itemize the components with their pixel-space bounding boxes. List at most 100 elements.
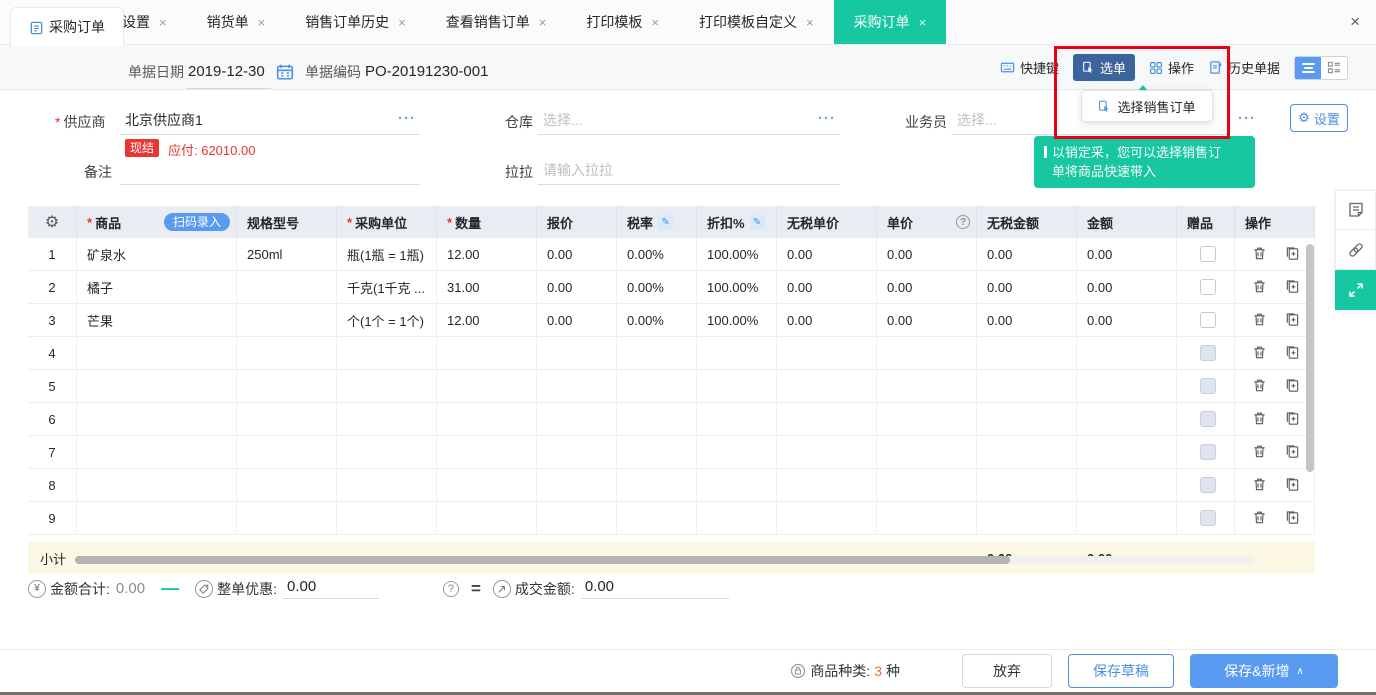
cell-amount[interactable] [1077,403,1177,435]
cell-tax[interactable]: 0.00% [617,271,697,303]
tab-close-icon[interactable]: × [398,14,406,30]
cell-amount[interactable] [1077,436,1177,468]
cell-qty[interactable] [437,469,537,501]
cell-notax_amt[interactable] [977,469,1077,501]
cell-qty[interactable] [437,403,537,435]
cell-unit[interactable] [337,436,437,468]
cell-quote[interactable]: 0.00 [537,238,617,270]
cell-discount[interactable] [697,337,777,369]
cell-qty[interactable] [437,337,537,369]
cancel-button[interactable]: 放弃 [962,654,1052,688]
gift-checkbox[interactable] [1199,444,1216,460]
gift-checkbox[interactable] [1199,477,1216,493]
cell-discount[interactable]: 100.00% [697,271,777,303]
tab-销售订单历史[interactable]: 销售订单历史 × [285,0,426,44]
gift-checkbox[interactable] [1199,510,1216,526]
cell-quote[interactable] [537,502,617,534]
cell-notax_price[interactable]: 0.00 [777,238,877,270]
tab-销货单[interactable]: 销货单 × [187,0,286,44]
help-circle-icon[interactable]: ? [442,580,459,597]
cell-tax[interactable]: 0.00% [617,304,697,336]
lala-field[interactable]: 请输入拉拉 [538,160,840,185]
deal-amount-input[interactable]: 0.00 [580,578,729,599]
cell-unit[interactable] [337,403,437,435]
note-field[interactable] [120,160,420,185]
cell-spec[interactable] [237,469,337,501]
delete-row-icon[interactable] [1252,279,1268,295]
horizontal-scrollbar[interactable] [75,556,1010,564]
copy-row-icon[interactable] [1285,312,1301,328]
warehouse-field[interactable]: 选择... [538,110,840,135]
gift-checkbox[interactable] [1199,345,1216,361]
cell-notax_amt[interactable] [977,370,1077,402]
copy-row-icon[interactable] [1285,246,1301,262]
cell-price[interactable]: 0.00 [877,238,977,270]
cell-quote[interactable] [537,436,617,468]
document-type-tab[interactable]: 采购订单 [10,7,124,46]
delete-row-icon[interactable] [1252,444,1268,460]
cell-notax_amt[interactable]: 0.00 [977,238,1077,270]
cell-spec[interactable] [237,436,337,468]
cell-amount[interactable]: 0.00 [1077,271,1177,303]
cell-unit[interactable] [337,469,437,501]
order-discount-input[interactable]: 0.00 [282,578,379,599]
cell-price[interactable] [877,403,977,435]
cell-amount[interactable] [1077,337,1177,369]
delete-row-icon[interactable] [1252,246,1268,262]
delete-row-icon[interactable] [1252,510,1268,526]
cell-price[interactable]: 0.00 [877,304,977,336]
date-value[interactable]: 2019-12-30 [186,58,271,89]
cell-product[interactable]: 芒果 [77,304,237,336]
delete-row-icon[interactable] [1252,411,1268,427]
gift-checkbox[interactable] [1199,312,1216,328]
select-sales-order-menu-item[interactable]: 选择销售订单 [1081,90,1213,122]
cell-product[interactable] [77,370,237,402]
salesman-more-icon[interactable]: ··· [1238,110,1256,127]
cell-unit[interactable]: 个(1个 = 1个) [337,304,437,336]
cell-price[interactable] [877,337,977,369]
cell-discount[interactable] [697,370,777,402]
calendar-icon[interactable] [276,63,294,86]
cell-amount[interactable]: 0.00 [1077,238,1177,270]
batch-edit-icon[interactable]: ✎ [749,214,765,230]
save-and-new-button[interactable]: 保存&新增 ∧ [1190,654,1338,688]
cell-unit[interactable] [337,502,437,534]
cell-amount[interactable] [1077,502,1177,534]
delete-row-icon[interactable] [1252,345,1268,361]
history-button[interactable]: 历史单据 [1208,58,1280,77]
gift-checkbox[interactable] [1199,246,1216,262]
tab-采购订单[interactable]: 采购订单 × [833,0,947,44]
cell-qty[interactable]: 12.00 [437,304,537,336]
cell-price[interactable] [877,370,977,402]
copy-row-icon[interactable] [1285,279,1301,295]
vertical-scrollbar[interactable] [1306,244,1314,472]
cell-product[interactable] [77,436,237,468]
cell-unit[interactable]: 瓶(1瓶 = 1瓶) [337,238,437,270]
cell-notax_amt[interactable] [977,436,1077,468]
settings-button[interactable]: ⚙ 设置 [1290,104,1348,132]
action-button[interactable]: 操作 [1149,58,1194,77]
cell-quote[interactable]: 0.00 [537,304,617,336]
tab-打印模板[interactable]: 打印模板 × [566,0,679,44]
supplier-more-icon[interactable]: ··· [398,110,416,127]
tab-close-icon[interactable]: × [257,14,266,30]
cell-product[interactable] [77,403,237,435]
tab-close-icon[interactable]: × [538,14,547,30]
cell-quote[interactable] [537,337,617,369]
cell-spec[interactable] [237,502,337,534]
copy-row-icon[interactable] [1285,510,1301,526]
cell-amount[interactable] [1077,469,1177,501]
tab-close-icon[interactable]: × [918,14,927,30]
cell-notax_price[interactable] [777,403,877,435]
cell-notax_amt[interactable] [977,403,1077,435]
cell-qty[interactable]: 31.00 [437,271,537,303]
cell-tax[interactable] [617,502,697,534]
delete-row-icon[interactable] [1252,312,1268,328]
copy-row-icon[interactable] [1285,345,1301,361]
cell-spec[interactable] [237,304,337,336]
cell-tax[interactable]: 0.00% [617,238,697,270]
cell-spec[interactable] [237,403,337,435]
cell-price[interactable] [877,436,977,468]
cell-spec[interactable] [237,337,337,369]
cell-product[interactable] [77,502,237,534]
